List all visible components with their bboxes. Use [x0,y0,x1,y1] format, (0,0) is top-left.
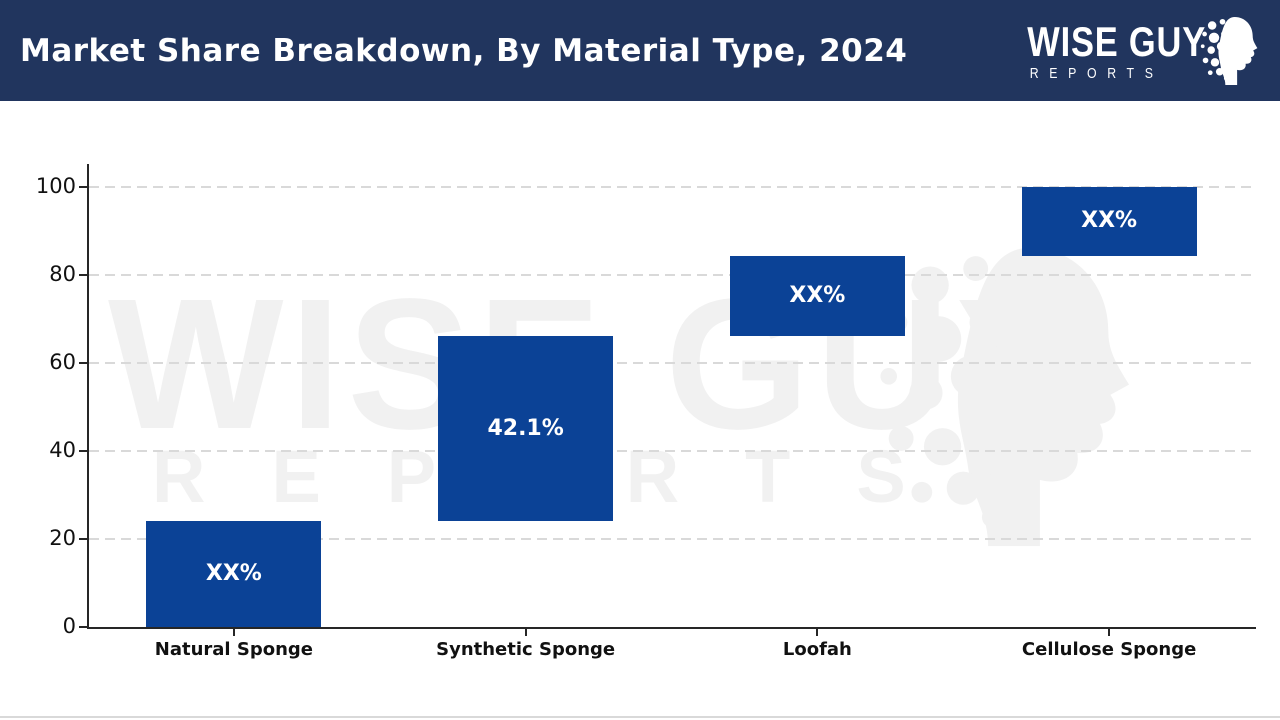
page-title: Market Share Breakdown, By Material Type… [20,32,908,69]
footer-divider [0,716,1280,718]
logo-text: WISE GUY REPORTS [1027,17,1206,82]
x-tick-label: Cellulose Sponge [1021,639,1197,660]
y-tick-label: 0 [62,614,76,638]
y-tick-label: 100 [35,174,76,198]
bar-value-label: XX% [1081,208,1138,233]
logo-subtext: REPORTS [1029,64,1164,82]
x-axis-line [87,627,1256,629]
y-axis-line [87,164,89,629]
x-tick [524,628,527,636]
gridline-80 [89,274,1255,276]
bar-value-label: XX% [789,282,846,308]
bar-loofah [729,255,905,337]
x-tick-label: Synthetic Sponge [436,639,616,660]
bar-value-label: XX% [205,561,262,587]
y-tick-label: 60 [49,350,76,374]
x-tick [232,628,235,636]
y-tick [79,274,88,276]
y-tick [79,362,88,364]
x-tick-label: Natural Sponge [154,639,313,660]
bar-natural-sponge [146,521,322,627]
bar-value-label: 42.1% [487,416,564,442]
y-tick [79,538,88,540]
y-tick [79,450,88,452]
gridline-20 [89,538,1255,540]
wise-guy-head-icon [1198,13,1264,89]
y-tick-label: 20 [49,526,76,550]
gridline-100 [89,186,1255,188]
y-tick-label: 80 [49,262,76,286]
x-tick [816,628,819,636]
y-tick-label: 40 [49,438,76,462]
logo-wordmark: WISE GUY [1027,17,1206,65]
wise-guy-logo: WISE GUY REPORTS [988,13,1280,89]
x-tick-label: Loofah [782,639,852,660]
x-tick [1108,628,1111,636]
bar-cellulose-sponge [1021,187,1197,256]
bar-synthetic-sponge [438,336,614,522]
gridline-40 [89,450,1255,452]
y-tick [79,186,88,188]
header: Market Share Breakdown, By Material Type… [0,0,1280,101]
gridline-60 [89,362,1255,364]
y-tick [79,626,88,628]
